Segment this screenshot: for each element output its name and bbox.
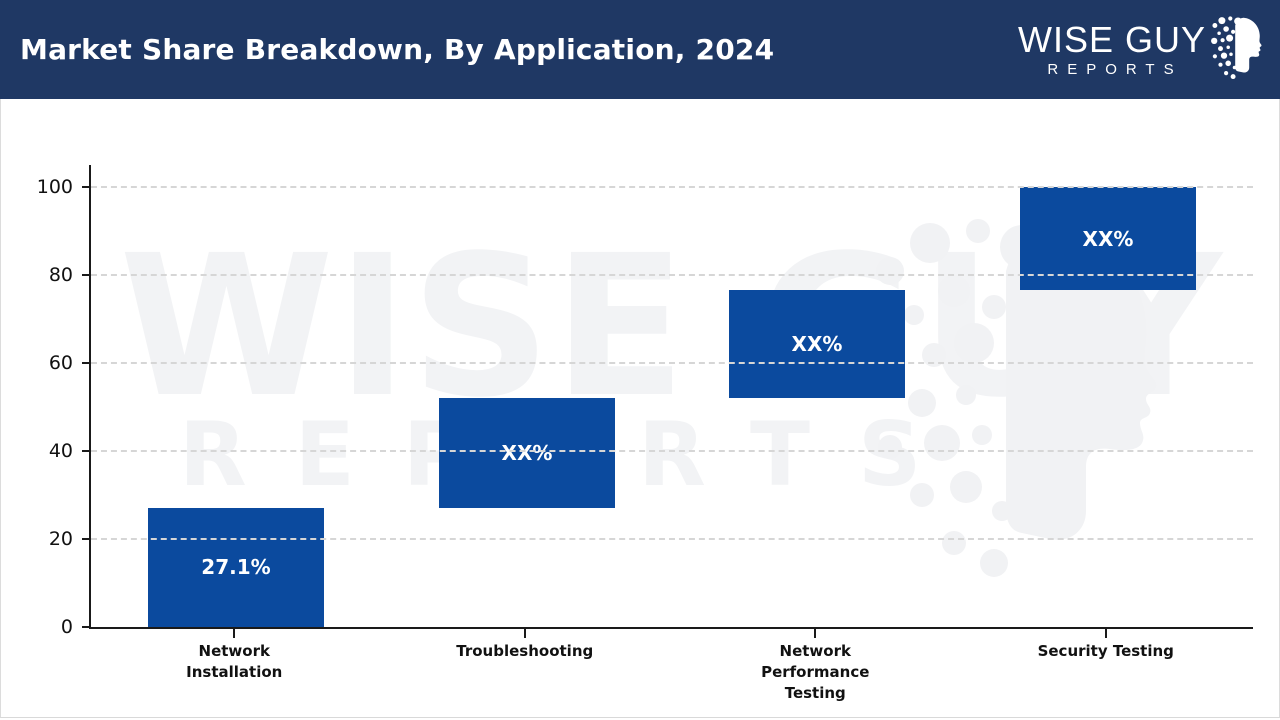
gridline-y-100 [91,186,1253,188]
bar-value-label: XX% [501,440,553,465]
gridline-y-60 [91,362,1253,364]
y-tick-mark [82,186,89,188]
brand-logo: WISE GUY REPORTS [1018,11,1266,89]
x-category-label: Troubleshooting [380,641,671,704]
y-tick-mark [82,626,89,628]
x-axis-ticks [89,629,1251,638]
x-category-label-line: Troubleshooting [456,642,594,660]
x-category-label-line: Performance [761,663,870,681]
brand-name: WISE GUY [1017,19,1206,60]
x-tick-mark [233,629,235,638]
x-category-label-line: Testing [784,684,846,702]
x-tick-mark [524,629,526,638]
bar-value-label: 27.1% [201,555,271,580]
y-tick-mark [82,274,89,276]
gridline-y-20 [91,538,1253,540]
x-category-label-line: Security Testing [1037,642,1174,660]
brand-subtitle: REPORTS [1047,61,1183,78]
brand-logo-text: WISE GUY REPORTS [1017,19,1206,78]
bar-segment: XX% [729,290,905,399]
gridline-y-40 [91,450,1253,452]
y-tick-mark [82,450,89,452]
y-tick-label: 100 [36,176,73,198]
bar-segment: XX% [439,398,615,508]
x-category-label-line: Network [198,642,270,660]
bar-segment: 27.1% [148,507,324,627]
y-tick-label: 80 [48,264,73,286]
watermark-face-icon [868,219,1157,577]
bar-value-label: XX% [791,332,843,357]
x-category-label: Network Performance Testing [670,641,961,704]
y-tick-mark [82,538,89,540]
x-category-label-line: Network [779,642,851,660]
y-tick-label: 60 [48,352,73,374]
brand-face-icon [1211,15,1262,79]
page-title: Market Share Breakdown, By Application, … [20,33,775,66]
x-axis-category-labels: Network Installation Troubleshooting Networ… [89,641,1251,704]
y-tick-label: 0 [60,616,73,638]
bar-segment: XX% [1020,187,1196,291]
x-category-label-line: Installation [186,663,283,681]
x-tick-mark [814,629,816,638]
plot-area: 27.1% XX% XX% XX% [89,165,1253,629]
gridline-y-80 [91,274,1253,276]
y-tick-label: 40 [48,440,73,462]
x-category-label: Security Testing [961,641,1252,704]
header: Market Share Breakdown, By Application, … [0,0,1280,99]
x-category-label: Network Installation [89,641,380,704]
y-tick-mark [82,362,89,364]
y-axis: 0 20 40 60 80 100 [1,165,89,638]
bar-value-label: XX% [1082,226,1134,251]
x-tick-mark [1105,629,1107,638]
y-tick-label: 20 [48,528,73,550]
